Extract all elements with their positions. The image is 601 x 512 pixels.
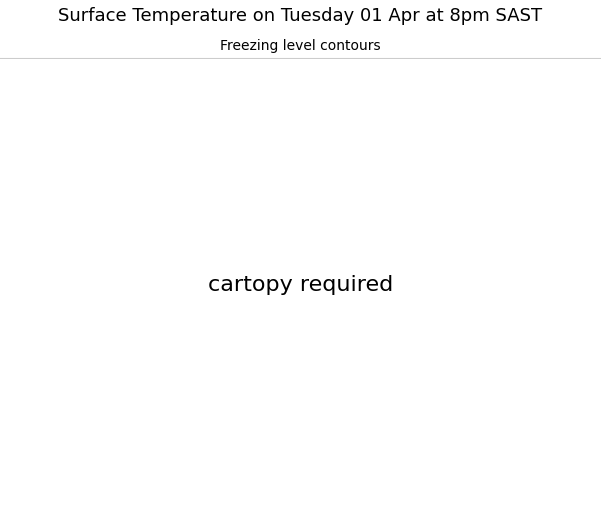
Text: Freezing level contours: Freezing level contours (220, 39, 381, 53)
Text: cartopy required: cartopy required (208, 275, 393, 295)
Text: Surface Temperature on Tuesday 01 Apr at 8pm SAST: Surface Temperature on Tuesday 01 Apr at… (58, 8, 543, 26)
